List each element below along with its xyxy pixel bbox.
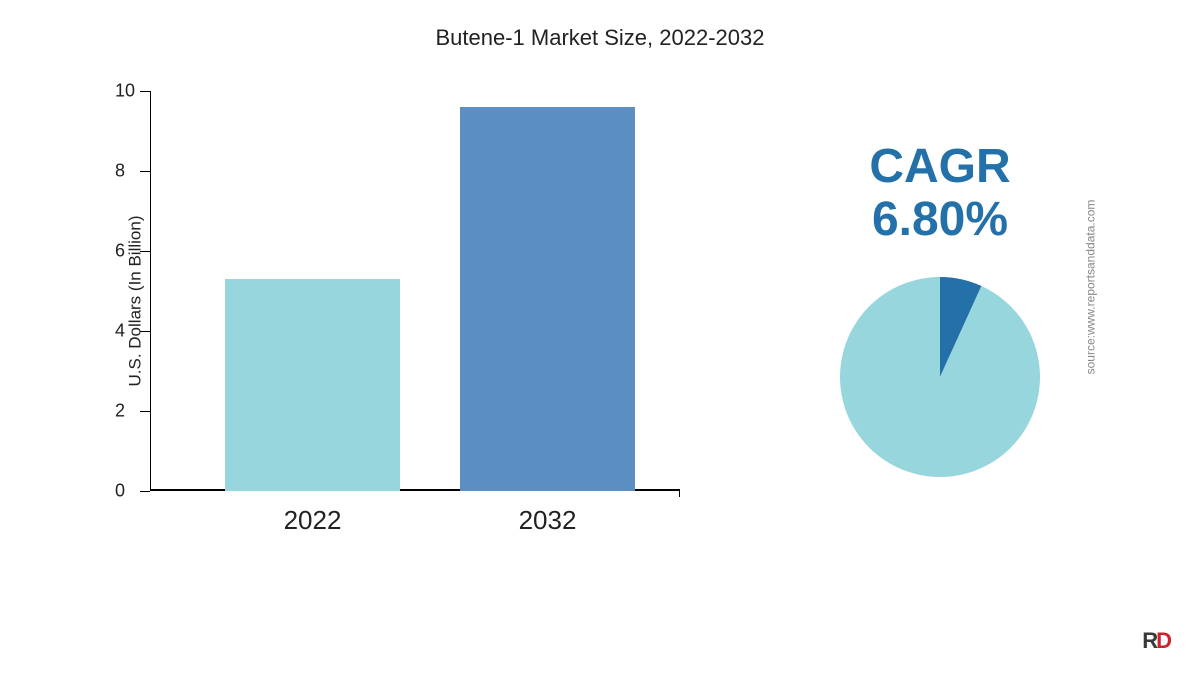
chart-title: Butene-1 Market Size, 2022-2032: [0, 0, 1200, 51]
y-tick: [140, 91, 150, 92]
bar: [460, 107, 635, 491]
content-row: U.S. Dollars (In Billion) 02468102022203…: [0, 91, 1200, 571]
logo-r: R: [1142, 628, 1156, 653]
x-category-label: 2032: [519, 505, 577, 536]
cagr-value: 6.80%: [840, 194, 1040, 247]
cagr-label: CAGR: [840, 141, 1040, 194]
y-tick-label: 0: [115, 481, 125, 502]
y-tick: [140, 171, 150, 172]
y-tick-label: 8: [115, 161, 125, 182]
y-tick-label: 6: [115, 241, 125, 262]
y-axis-label: U.S. Dollars (In Billion): [126, 216, 146, 387]
plot-area: 024681020222032: [150, 91, 680, 491]
logo: RD: [1142, 628, 1170, 654]
y-tick: [140, 251, 150, 252]
x-category-label: 2022: [284, 505, 342, 536]
y-tick: [140, 411, 150, 412]
source-attribution: source:www.reportsanddata.com: [1084, 200, 1098, 375]
x-axis-end-tick: [679, 491, 680, 497]
y-axis-line: [150, 91, 151, 491]
y-tick: [140, 491, 150, 492]
y-tick-label: 4: [115, 321, 125, 342]
cagr-panel: CAGR 6.80%: [840, 141, 1040, 571]
bar: [225, 279, 400, 491]
logo-d: D: [1156, 628, 1170, 653]
y-tick-label: 2: [115, 401, 125, 422]
pie-slice: [840, 277, 1040, 477]
pie-chart: [840, 277, 1040, 477]
bar-chart: U.S. Dollars (In Billion) 02468102022203…: [110, 91, 760, 571]
y-tick-label: 10: [115, 81, 135, 102]
y-tick: [140, 331, 150, 332]
